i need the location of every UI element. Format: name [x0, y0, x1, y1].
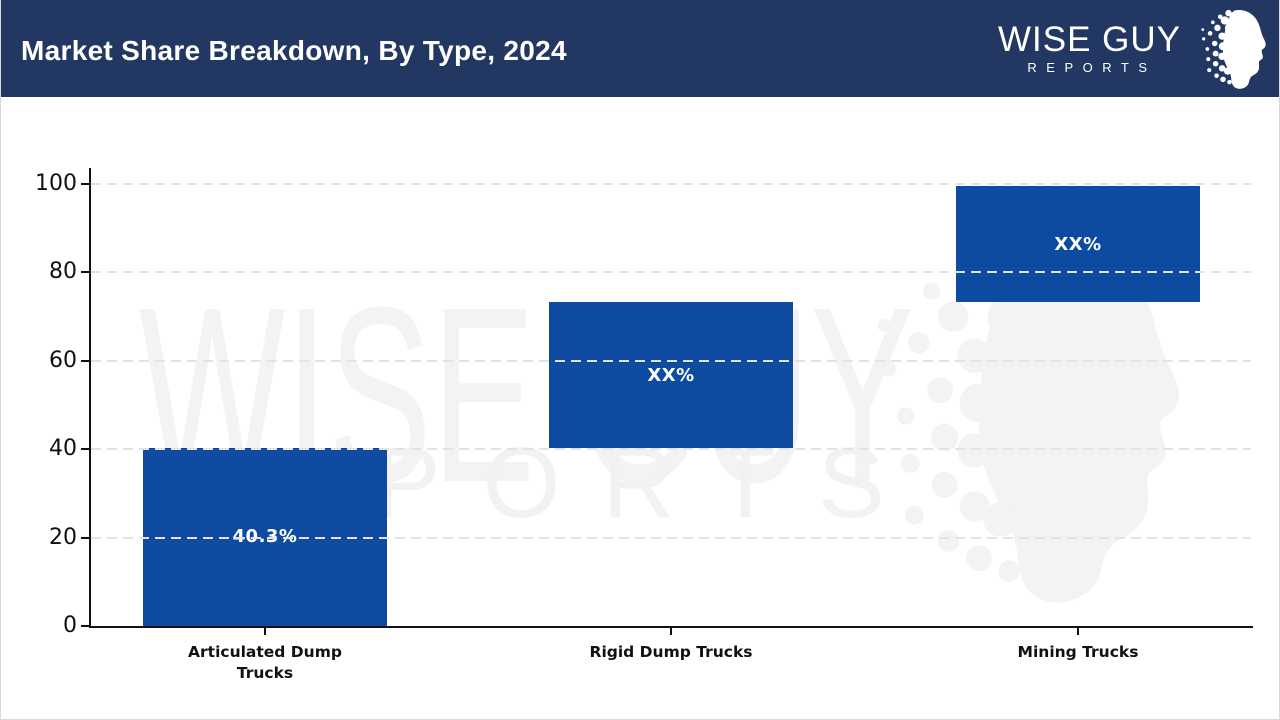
y-axis: [89, 168, 91, 628]
y-tick-label: 80: [49, 259, 77, 285]
y-tick-label: 20: [49, 524, 77, 550]
y-tick-label: 60: [49, 347, 77, 373]
bar-value-label: XX%: [647, 364, 695, 386]
logo-wordmark: WISE GUY: [997, 20, 1181, 59]
x-tick: [1077, 628, 1079, 635]
bar: XX%: [549, 302, 793, 448]
y-tick-label: 40: [49, 436, 77, 462]
y-tick: [81, 183, 89, 185]
logo-text: WISE GUY REPORTS: [998, 22, 1181, 75]
bar: XX%: [956, 186, 1200, 303]
logo-subtitle: REPORTS: [1027, 60, 1157, 75]
wise-guy-logo: WISE GUY REPORTS: [998, 7, 1269, 91]
y-tick-label: 0: [63, 613, 77, 638]
y-tick: [81, 536, 89, 539]
y-tick: [81, 271, 89, 274]
x-tick: [264, 628, 266, 635]
y-tick: [81, 359, 89, 362]
gridline: [91, 536, 1251, 539]
x-axis-label: Rigid Dump Trucks: [589, 643, 753, 661]
x-axis-label: Articulated Dump Trucks: [188, 643, 342, 682]
x-axis-label: Mining Trucks: [1017, 643, 1139, 661]
y-tick: [81, 448, 89, 451]
header: Market Share Breakdown, By Type, 2024 WI…: [1, 0, 1279, 97]
logo-head-icon: [1201, 9, 1266, 89]
gridline: [91, 359, 1251, 362]
gridline: [91, 183, 1251, 185]
x-axis: [89, 626, 1253, 628]
gridline: [91, 271, 1251, 274]
x-tick: [670, 628, 672, 635]
gridline: [91, 448, 1251, 451]
y-tick: [81, 625, 89, 627]
page-title: Market Share Breakdown, By Type, 2024: [21, 34, 567, 66]
y-tick-label: 100: [35, 171, 77, 196]
bar-value-label: XX%: [1054, 233, 1102, 255]
